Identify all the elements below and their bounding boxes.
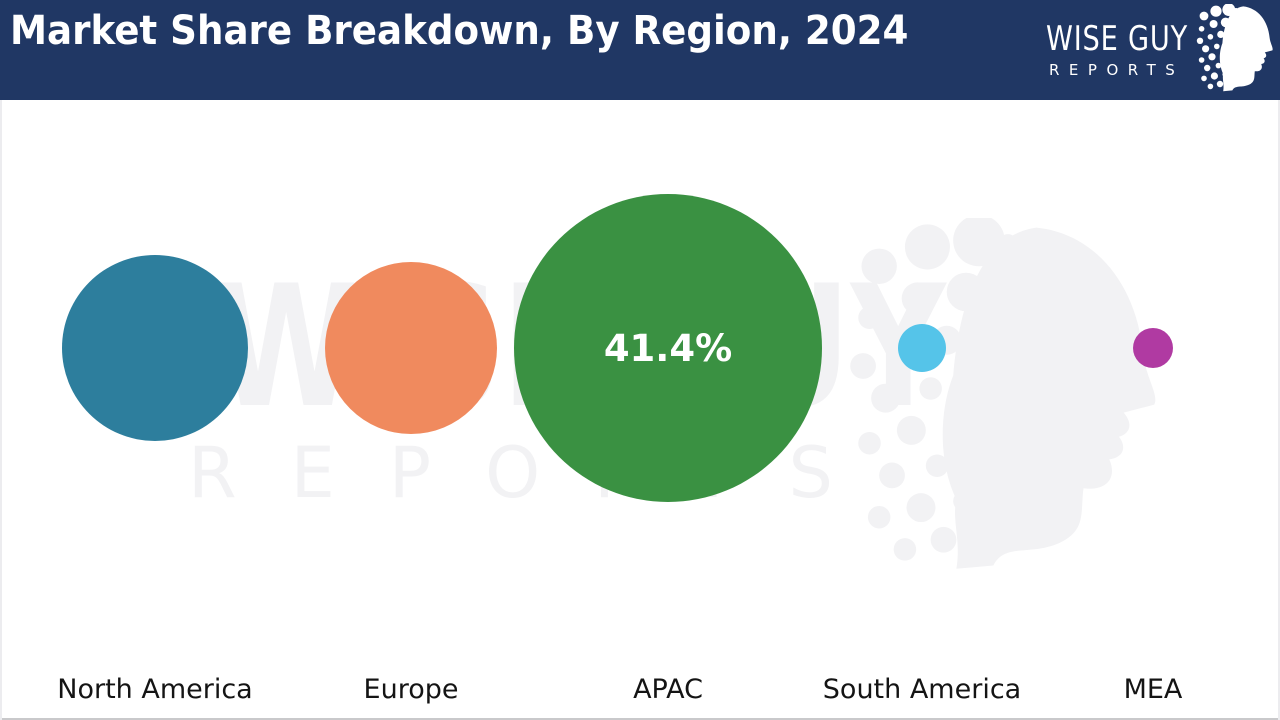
category-label-mea: MEA <box>1123 674 1183 705</box>
logo-head-icon <box>1196 4 1273 92</box>
bubble-europe <box>325 262 497 434</box>
bubble-value-label-apac: 41.4% <box>603 326 733 370</box>
bubble-apac: 41.4% <box>514 194 822 502</box>
page-title: Market Share Breakdown, By Region, 2024 <box>10 8 909 54</box>
bubble-south-america <box>898 324 946 372</box>
header-bar: Market Share Breakdown, By Region, 2024 … <box>0 0 1280 100</box>
category-label-apac: APAC <box>633 674 703 705</box>
category-label-north-america: North America <box>57 674 253 705</box>
bottom-divider <box>2 718 1278 720</box>
category-label-south-america: South America <box>822 674 1022 705</box>
watermark-head-icon <box>850 218 1156 569</box>
bubble-mea <box>1133 328 1173 368</box>
bubble-north-america <box>62 255 248 441</box>
brand-logo-line2: REPORTS <box>1049 61 1185 79</box>
chart-area: WISE GUY REPORTS 41.4% North AmericaEuro… <box>0 100 1280 720</box>
brand-logo-line1: WISE GUY <box>1046 19 1189 59</box>
brand-logo: WISE GUY REPORTS <box>1046 22 1224 79</box>
category-label-europe: Europe <box>363 674 459 705</box>
